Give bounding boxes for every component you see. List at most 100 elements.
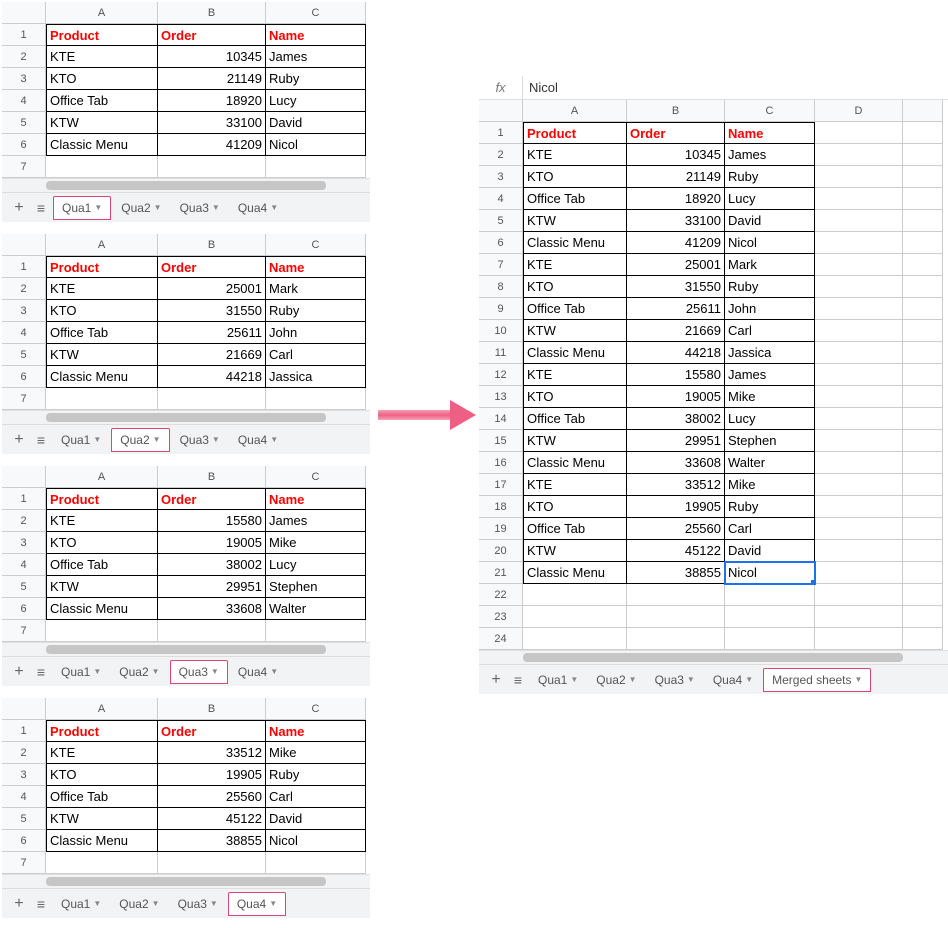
- empty-cell[interactable]: [903, 518, 943, 540]
- empty-cell[interactable]: [815, 166, 903, 188]
- horizontal-scrollbar[interactable]: [479, 650, 948, 664]
- data-cell[interactable]: Ruby: [725, 276, 815, 298]
- data-cell[interactable]: 25611: [158, 322, 266, 344]
- data-cell[interactable]: Walter: [725, 452, 815, 474]
- sheet-tab-merged-sheets[interactable]: Merged sheets▼: [763, 668, 871, 692]
- empty-cell[interactable]: [815, 254, 903, 276]
- all-sheets-button[interactable]: ≡: [30, 201, 52, 215]
- empty-cell[interactable]: [815, 188, 903, 210]
- empty-cell[interactable]: [158, 156, 266, 178]
- empty-cell[interactable]: [903, 540, 943, 562]
- data-cell[interactable]: KTO: [46, 764, 158, 786]
- tab-menu-caret-icon[interactable]: ▼: [212, 435, 220, 444]
- data-cell[interactable]: Carl: [266, 786, 366, 808]
- row-header[interactable]: 17: [479, 474, 523, 496]
- data-cell[interactable]: KTW: [46, 808, 158, 830]
- data-cell[interactable]: 21669: [158, 344, 266, 366]
- data-cell[interactable]: 18920: [158, 90, 266, 112]
- header-cell-product[interactable]: Product: [46, 488, 158, 510]
- data-cell[interactable]: KTW: [523, 320, 627, 342]
- col-header-C[interactable]: C: [266, 466, 366, 488]
- col-header-A[interactable]: A: [46, 698, 158, 720]
- scroll-thumb[interactable]: [46, 645, 326, 654]
- add-sheet-button[interactable]: +: [485, 672, 507, 688]
- data-cell[interactable]: Carl: [725, 320, 815, 342]
- data-cell[interactable]: Nicol: [725, 232, 815, 254]
- data-cell[interactable]: Classic Menu: [46, 134, 158, 156]
- row-header[interactable]: 5: [2, 112, 46, 134]
- data-cell[interactable]: 25001: [627, 254, 725, 276]
- col-header-A[interactable]: A: [46, 2, 158, 24]
- row-header[interactable]: 7: [2, 156, 46, 178]
- data-cell[interactable]: David: [266, 112, 366, 134]
- row-header[interactable]: 6: [2, 830, 46, 852]
- sheet-tab-qua1[interactable]: Qua1▼: [53, 893, 109, 915]
- col-header-C[interactable]: C: [725, 100, 815, 122]
- select-all-corner[interactable]: [2, 466, 46, 488]
- data-cell[interactable]: Lucy: [266, 554, 366, 576]
- empty-cell[interactable]: [815, 386, 903, 408]
- empty-cell[interactable]: [815, 474, 903, 496]
- data-cell[interactable]: Classic Menu: [46, 366, 158, 388]
- data-cell[interactable]: 15580: [627, 364, 725, 386]
- tab-menu-caret-icon[interactable]: ▼: [629, 675, 637, 684]
- all-sheets-button[interactable]: ≡: [507, 673, 529, 687]
- data-cell[interactable]: 19005: [627, 386, 725, 408]
- add-sheet-button[interactable]: +: [8, 432, 30, 448]
- header-cell-order[interactable]: Order: [158, 488, 266, 510]
- empty-cell[interactable]: [523, 628, 627, 650]
- data-cell[interactable]: Classic Menu: [523, 232, 627, 254]
- data-cell[interactable]: 10345: [158, 46, 266, 68]
- empty-cell[interactable]: [815, 540, 903, 562]
- sheet-tab-qua4[interactable]: Qua4▼: [230, 661, 286, 683]
- empty-cell[interactable]: [266, 852, 366, 874]
- empty-cell[interactable]: [266, 620, 366, 642]
- select-all-corner[interactable]: [2, 234, 46, 256]
- data-cell[interactable]: KTW: [523, 210, 627, 232]
- empty-cell[interactable]: [158, 388, 266, 410]
- row-header[interactable]: 1: [2, 488, 46, 510]
- data-cell[interactable]: 33100: [158, 112, 266, 134]
- empty-cell[interactable]: [627, 628, 725, 650]
- scroll-thumb[interactable]: [46, 413, 326, 422]
- data-cell[interactable]: KTW: [523, 430, 627, 452]
- data-cell[interactable]: 25001: [158, 278, 266, 300]
- sheet-tab-qua4[interactable]: Qua4▼: [230, 429, 286, 451]
- empty-cell[interactable]: [903, 408, 943, 430]
- empty-cell[interactable]: [158, 620, 266, 642]
- row-header[interactable]: 18: [479, 496, 523, 518]
- col-header-B[interactable]: B: [158, 466, 266, 488]
- header-cell-order[interactable]: Order: [158, 720, 266, 742]
- data-cell[interactable]: 25611: [627, 298, 725, 320]
- row-header[interactable]: 7: [2, 852, 46, 874]
- tab-menu-caret-icon[interactable]: ▼: [270, 435, 278, 444]
- data-cell[interactable]: 45122: [158, 808, 266, 830]
- sheet-tab-qua3[interactable]: Qua3▼: [172, 197, 228, 219]
- empty-cell[interactable]: [815, 320, 903, 342]
- sheet-tab-qua2[interactable]: Qua2▼: [113, 197, 169, 219]
- data-cell[interactable]: KTW: [523, 540, 627, 562]
- empty-cell[interactable]: [815, 606, 903, 628]
- row-header[interactable]: 3: [2, 68, 46, 90]
- data-cell[interactable]: Lucy: [725, 188, 815, 210]
- data-cell[interactable]: Classic Menu: [46, 598, 158, 620]
- col-header-B[interactable]: B: [158, 2, 266, 24]
- data-cell[interactable]: KTE: [46, 510, 158, 532]
- empty-cell[interactable]: [815, 584, 903, 606]
- tab-menu-caret-icon[interactable]: ▼: [93, 667, 101, 676]
- col-header-B[interactable]: B: [158, 234, 266, 256]
- empty-cell[interactable]: [815, 496, 903, 518]
- row-header[interactable]: 5: [2, 576, 46, 598]
- data-cell[interactable]: Stephen: [725, 430, 815, 452]
- horizontal-scrollbar[interactable]: [2, 642, 370, 656]
- formula-input[interactable]: Nicol: [523, 80, 558, 95]
- horizontal-scrollbar[interactable]: [2, 178, 370, 192]
- data-cell[interactable]: 21669: [627, 320, 725, 342]
- data-cell[interactable]: James: [725, 144, 815, 166]
- row-header[interactable]: 19: [479, 518, 523, 540]
- data-cell[interactable]: KTO: [46, 532, 158, 554]
- data-cell[interactable]: James: [266, 46, 366, 68]
- add-sheet-button[interactable]: +: [8, 200, 30, 216]
- sheet-tab-qua1[interactable]: Qua1▼: [53, 661, 109, 683]
- row-header[interactable]: 22: [479, 584, 523, 606]
